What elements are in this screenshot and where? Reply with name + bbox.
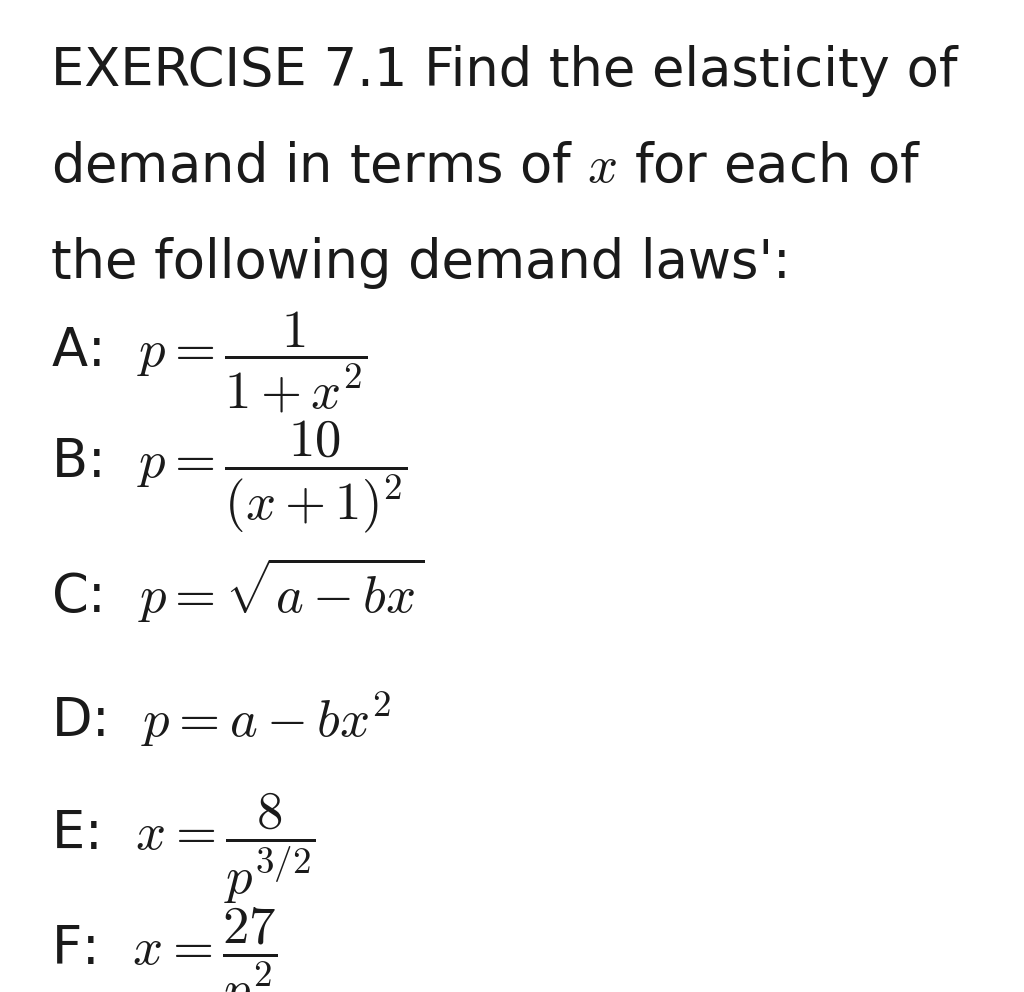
Text: D:  $p = a - bx^2$: D: $p = a - bx^2$ (51, 689, 391, 749)
Text: A:  $p = \dfrac{1}{1+x^2}$: A: $p = \dfrac{1}{1+x^2}$ (51, 310, 368, 415)
Text: E:  $x = \dfrac{8}{p^{3/2}}$: E: $x = \dfrac{8}{p^{3/2}}$ (51, 791, 316, 906)
Text: EXERCISE 7.1 Find the elasticity of: EXERCISE 7.1 Find the elasticity of (51, 45, 957, 96)
Text: F:  $x = \dfrac{27}{p^2}$: F: $x = \dfrac{27}{p^2}$ (51, 906, 278, 992)
Text: C:  $p = \sqrt{a - bx}$: C: $p = \sqrt{a - bx}$ (51, 556, 424, 625)
Text: demand in terms of $x$ for each of: demand in terms of $x$ for each of (51, 141, 922, 192)
Text: B:  $p = \dfrac{10}{(x+1)^2}$: B: $p = \dfrac{10}{(x+1)^2}$ (51, 418, 408, 535)
Text: the following demand laws':: the following demand laws': (51, 237, 791, 289)
